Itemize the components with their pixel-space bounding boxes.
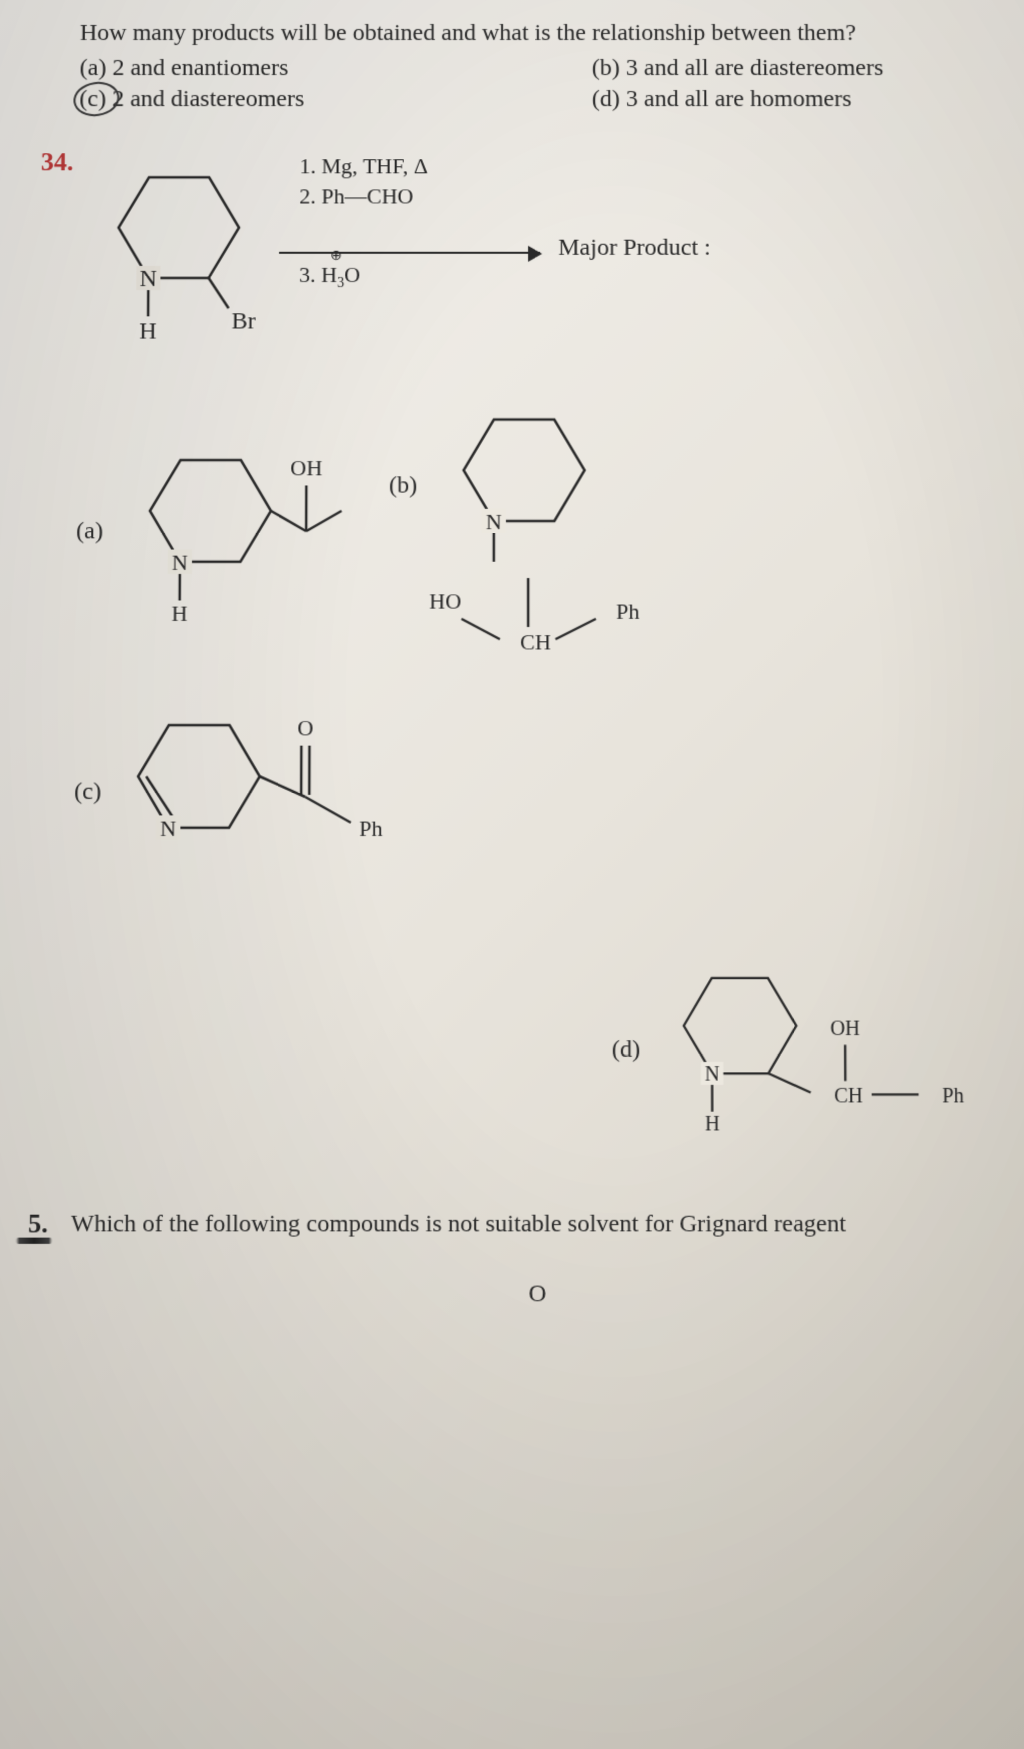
answer-c-label: (c)	[74, 778, 101, 806]
svg-text:H: H	[139, 318, 157, 344]
answer-d-structure: N H CH Ph OH	[646, 931, 1004, 1169]
q35-block: 5. Which of the following compounds is n…	[20, 1211, 1005, 1239]
option-b-label: (b)	[592, 55, 620, 82]
svg-text:N: N	[140, 266, 158, 292]
svg-text:H: H	[171, 600, 187, 626]
svg-text:Ph: Ph	[616, 598, 640, 624]
svg-text:HO: HO	[429, 588, 461, 614]
option-b-text: 3 and all are diastereomers	[626, 55, 884, 81]
answer-b-label: (b)	[389, 472, 417, 499]
answer-c: (c) N O Ph	[73, 674, 409, 910]
answer-d-label: (d)	[612, 1036, 641, 1064]
option-d: (d) 3 and all are homomers	[592, 86, 995, 113]
answer-c-structure: N O Ph	[106, 674, 401, 910]
reagent-2: 2. Ph—CHO	[299, 181, 560, 211]
option-a-text: 2 and enantiomers	[112, 55, 288, 81]
option-d-label: (d)	[592, 86, 620, 113]
answer-a-label: (a)	[76, 517, 103, 544]
answer-b-sidechain: HO CH Ph	[389, 578, 672, 660]
answer-a-structure: N H OH	[108, 399, 372, 664]
q35-stem: Which of the following compounds is not …	[71, 1211, 846, 1238]
option-a: (a) 2 and enantiomers	[80, 55, 592, 82]
option-c-label: (c)	[79, 86, 106, 113]
svg-text:N: N	[160, 815, 176, 841]
svg-text:N: N	[705, 1063, 720, 1086]
prev-question-options: (a) 2 and enantiomers (c) 2 and diastere…	[29, 55, 995, 117]
option-c: (c) 2 and diastereomers	[79, 86, 592, 113]
reaction-arrow: 1. Mg, THF, Δ 2. Ph—CHO 3. H3O⊕	[279, 242, 540, 254]
svg-text:CH: CH	[520, 629, 551, 655]
answer-d: (d) N H CH Ph OH	[71, 931, 1003, 1169]
reagents-list: 1. Mg, THF, Δ 2. Ph—CHO	[299, 151, 560, 211]
prev-question-stem: How many products will be obtained and w…	[30, 20, 994, 47]
reactant-structure: N H Br	[88, 147, 270, 348]
cutoff-fragment: O	[19, 1280, 1005, 1308]
svg-text:Br: Br	[231, 308, 255, 334]
answer-b-structure-ring: N	[423, 399, 615, 572]
svg-text:N: N	[486, 509, 502, 534]
svg-text:Ph: Ph	[942, 1084, 964, 1107]
reagent-3: 3. H3O⊕	[299, 262, 360, 293]
option-c-text: 2 and diastereomers	[112, 86, 304, 112]
q35-number: 5.	[28, 1208, 48, 1239]
svg-text:O: O	[297, 715, 313, 741]
q34-number: 34.	[41, 147, 74, 177]
svg-text:OH: OH	[830, 1018, 860, 1041]
reagent-1: 1. Mg, THF, Δ	[299, 151, 560, 181]
svg-text:Ph: Ph	[359, 815, 383, 841]
answer-a: (a) N H OH	[75, 399, 379, 664]
svg-text:OH: OH	[290, 455, 322, 480]
answer-b: (b) N HO CH Ph	[389, 399, 682, 664]
reaction-scheme: N H Br 1. Mg, THF, Δ 2. Ph—CHO 3. H3O⊕ M…	[27, 147, 997, 348]
option-d-text: 3 and all are homomers	[626, 86, 852, 112]
svg-text:H: H	[705, 1113, 720, 1136]
svg-text:CH: CH	[834, 1084, 863, 1107]
svg-text:N: N	[171, 550, 187, 575]
major-product-label: Major Product :	[558, 234, 711, 261]
option-a-label: (a)	[80, 55, 107, 82]
option-b: (b) 3 and all are diastereomers	[592, 55, 995, 82]
